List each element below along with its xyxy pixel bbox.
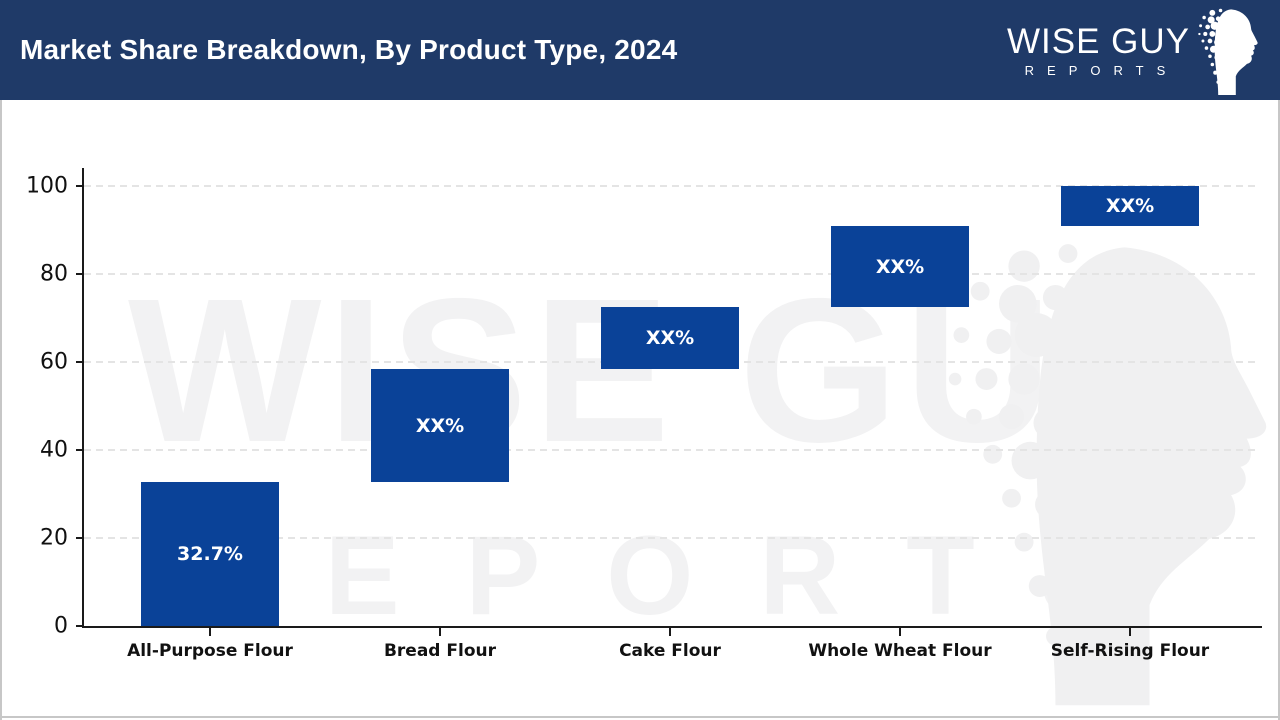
wiseguy-logo: WISE GUY REPORTS — [1007, 6, 1268, 96]
x-axis-tick — [209, 628, 211, 636]
x-axis-tick — [439, 628, 441, 636]
bar-value-label: 32.7% — [177, 543, 243, 566]
bar-self-rising-flour: XX% — [1061, 186, 1199, 227]
x-category-label: All-Purpose Flour — [127, 641, 293, 661]
y-axis-line — [82, 168, 84, 628]
bar-value-label: XX% — [1105, 195, 1155, 218]
bar-value-label: XX% — [645, 327, 695, 350]
bar-value-label: XX% — [415, 414, 465, 437]
y-axis-tick — [76, 625, 84, 627]
logo-text: WISE GUY REPORTS — [1006, 22, 1190, 78]
y-axis-tick — [76, 185, 84, 187]
header-bar: Market Share Breakdown, By Product Type,… — [0, 0, 1280, 100]
bar-cake-flour: XX% — [601, 307, 739, 370]
x-category-label: Whole Wheat Flour — [808, 641, 992, 661]
gridline — [84, 185, 1256, 187]
bar-value-label: XX% — [875, 255, 925, 278]
x-category-label: Bread Flour — [383, 641, 497, 661]
y-axis-tick — [76, 361, 84, 363]
x-axis-tick — [669, 628, 671, 636]
y-axis-tick-label: 20 — [40, 525, 68, 551]
bar-bread-flour: XX% — [371, 369, 509, 483]
x-axis-tick — [899, 628, 901, 636]
y-axis-tick-label: 80 — [40, 261, 68, 287]
bottom-border — [0, 716, 1280, 718]
y-axis-tick — [76, 449, 84, 451]
y-axis-tick-label: 100 — [26, 173, 68, 199]
gridline — [84, 273, 1256, 275]
y-axis-tick-label: 40 — [40, 437, 68, 463]
bar-whole-wheat-flour: XX% — [831, 226, 969, 307]
x-category-label: Self-Rising Flour — [1050, 641, 1210, 661]
x-axis-tick — [1129, 628, 1131, 636]
logo-face-icon — [1198, 8, 1258, 95]
y-axis-tick-label: 60 — [40, 349, 68, 375]
bar-all-purpose-flour: 32.7% — [141, 482, 279, 626]
left-border — [0, 100, 2, 720]
right-border — [1278, 100, 1280, 720]
y-axis-tick — [76, 273, 84, 275]
gridline — [84, 537, 1256, 539]
logo-subtitle: REPORTS — [1024, 62, 1179, 78]
gridline — [84, 449, 1256, 451]
logo-wordmark: WISE GUY — [1006, 22, 1190, 62]
x-category-label: Cake Flour — [619, 641, 721, 661]
y-axis-tick — [76, 537, 84, 539]
page-title: Market Share Breakdown, By Product Type,… — [20, 34, 678, 65]
x-axis-line — [82, 626, 1262, 628]
y-axis-tick-label: 0 — [54, 613, 68, 639]
